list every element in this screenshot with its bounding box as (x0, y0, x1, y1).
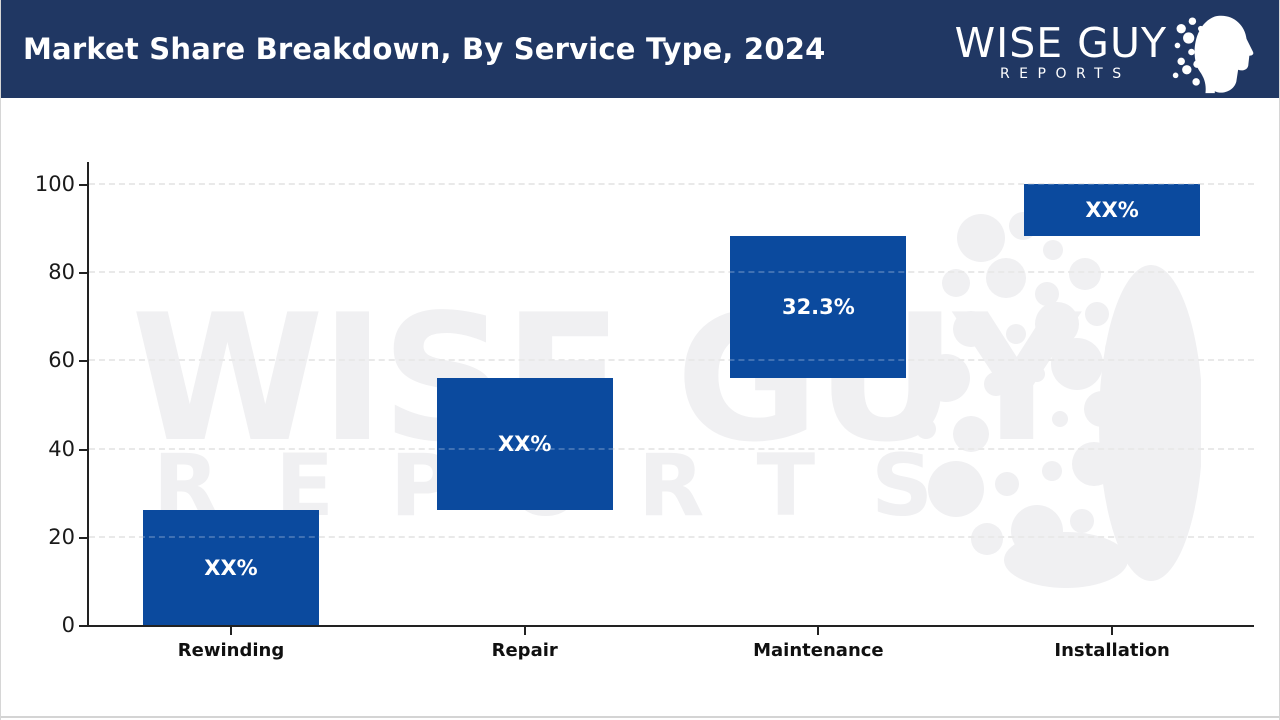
x-tick-3 (1111, 627, 1114, 635)
gridline-y60 (89, 359, 1254, 362)
y-tick-label-100: 100 (34, 172, 75, 196)
gridline-overlay-y40 (89, 447, 1254, 450)
logo-wordmark-secondary: REPORTS (999, 66, 1131, 83)
y-tick-100 (79, 184, 87, 186)
bar-value-label: 32.3% (781, 294, 855, 319)
x-tick-label-0: Rewinding (177, 640, 285, 661)
gridline-y20 (89, 535, 1254, 538)
bar-value-label: XX% (497, 432, 552, 457)
y-tick-label-0: 0 (61, 613, 75, 637)
bar-value-label: XX% (204, 555, 258, 580)
y-tick-60 (79, 360, 87, 363)
x-tick-label-1: Repair (491, 640, 558, 661)
logo-wordmark-primary: WISE GUY (954, 18, 1167, 67)
header-bar: Market Share Breakdown, By Service Type,… (1, 0, 1279, 98)
bar-repair: XX% (436, 378, 613, 511)
y-tick-20 (79, 536, 87, 539)
y-axis-line (87, 162, 89, 627)
gridline-overlay-y20 (89, 535, 1254, 538)
y-tick-label-80: 80 (48, 260, 75, 285)
gridline-y40 (89, 447, 1254, 450)
gridline-overlay-y100 (89, 183, 1254, 185)
bar-installation: XX% (1024, 184, 1201, 236)
x-axis-line (87, 625, 1254, 627)
gridline-overlay-y80 (89, 271, 1254, 274)
gridline-y100 (89, 183, 1254, 185)
y-tick-0 (79, 625, 87, 627)
bar-maintenance: 32.3% (730, 235, 907, 379)
x-tick-label-3: Installation (1054, 640, 1170, 661)
x-tick-0 (230, 627, 232, 635)
y-tick-label-20: 20 (48, 524, 75, 549)
bar-rewinding: XX% (143, 510, 319, 625)
y-tick-label-40: 40 (48, 436, 75, 461)
gridline-y80 (89, 271, 1254, 274)
wise-guy-logo: WISE GUY REPORTS (955, 10, 1255, 94)
y-tick-80 (79, 272, 87, 275)
bar-value-label: XX% (1085, 197, 1139, 222)
x-tick-label-2: Maintenance (753, 640, 884, 661)
footer-divider (1, 716, 1279, 718)
logo-head-icon (1172, 15, 1254, 94)
y-tick-40 (79, 448, 87, 451)
x-tick-2 (817, 627, 820, 635)
y-tick-label-60: 60 (48, 348, 75, 373)
x-tick-1 (523, 627, 526, 635)
page-title: Market Share Breakdown, By Service Type,… (23, 32, 826, 66)
logo-wordmark: WISE GUY REPORTS (954, 18, 1167, 83)
gridline-overlay-y60 (89, 359, 1254, 362)
